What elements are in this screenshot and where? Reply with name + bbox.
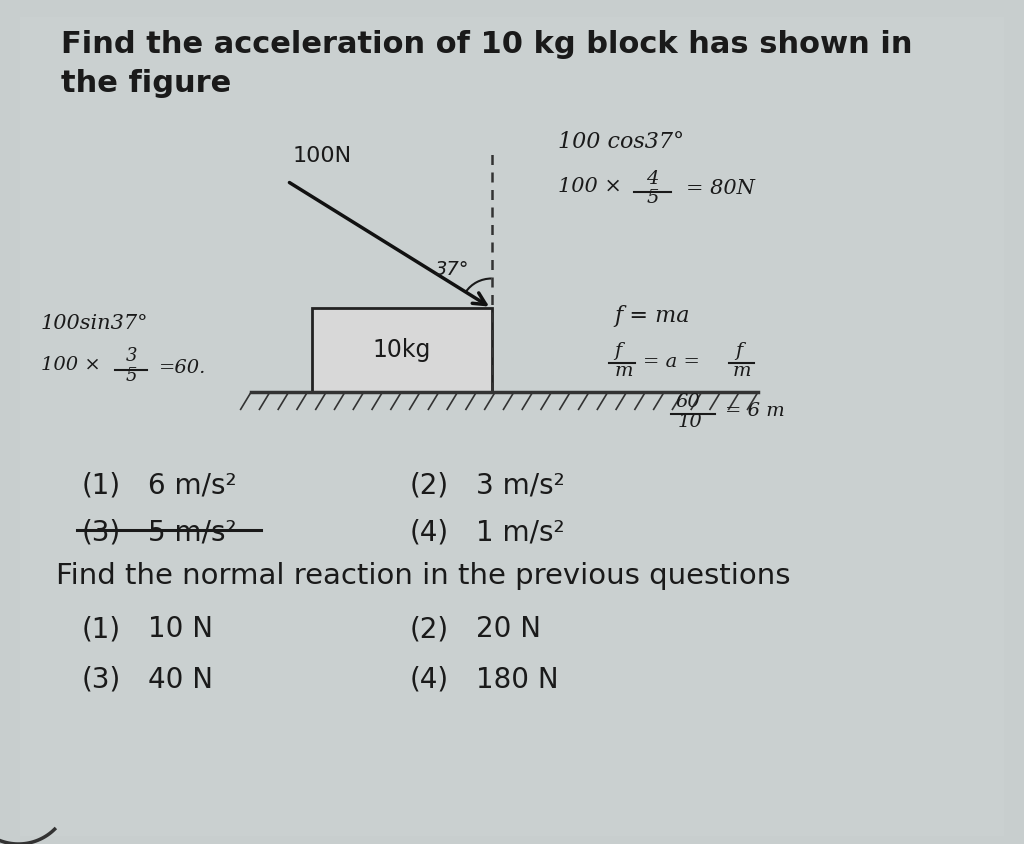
Text: = 6 m: = 6 m [725, 402, 784, 420]
Text: the figure: the figure [61, 69, 231, 98]
Text: f: f [614, 342, 622, 360]
Text: m: m [732, 362, 751, 381]
Text: = 80N: = 80N [686, 179, 755, 198]
Text: 40 N: 40 N [148, 666, 213, 694]
Text: f: f [735, 342, 742, 360]
Text: 3: 3 [125, 347, 137, 365]
Text: (1): (1) [82, 615, 121, 643]
Text: 4: 4 [646, 170, 658, 188]
Text: 5: 5 [125, 367, 137, 386]
Text: = a =: = a = [643, 353, 700, 371]
Text: 6 m/s²: 6 m/s² [148, 472, 238, 500]
Text: 20 N: 20 N [476, 615, 541, 643]
Text: Find the acceleration of 10 kg block has shown in: Find the acceleration of 10 kg block has… [61, 30, 913, 58]
Text: 5 m/s²: 5 m/s² [148, 518, 238, 546]
Text: 5: 5 [646, 189, 658, 208]
Text: 60: 60 [676, 392, 700, 411]
Text: Find the normal reaction in the previous questions: Find the normal reaction in the previous… [56, 562, 791, 590]
Text: 1 m/s²: 1 m/s² [476, 518, 565, 546]
Text: (2): (2) [410, 615, 449, 643]
Text: 100 ×: 100 × [558, 176, 622, 196]
Text: (4): (4) [410, 666, 449, 694]
Text: 100 cos37°: 100 cos37° [558, 131, 684, 153]
Text: 10kg: 10kg [373, 338, 431, 362]
Text: 10: 10 [678, 413, 702, 431]
Text: 100 ×: 100 × [41, 355, 100, 374]
Text: 3 m/s²: 3 m/s² [476, 472, 565, 500]
Text: f = ma: f = ma [614, 306, 690, 327]
Text: 180 N: 180 N [476, 666, 559, 694]
Text: =60.: =60. [159, 359, 206, 377]
Text: m: m [614, 362, 633, 381]
Text: 100sin37°: 100sin37° [41, 314, 148, 333]
Text: (3): (3) [82, 666, 121, 694]
Text: (3): (3) [82, 518, 121, 546]
Text: (4): (4) [410, 518, 449, 546]
Bar [312, 308, 492, 392]
Text: 100N: 100N [292, 146, 351, 166]
Text: 10 N: 10 N [148, 615, 213, 643]
Text: (1): (1) [82, 472, 121, 500]
Text: 37°: 37° [435, 259, 470, 279]
Text: (2): (2) [410, 472, 449, 500]
